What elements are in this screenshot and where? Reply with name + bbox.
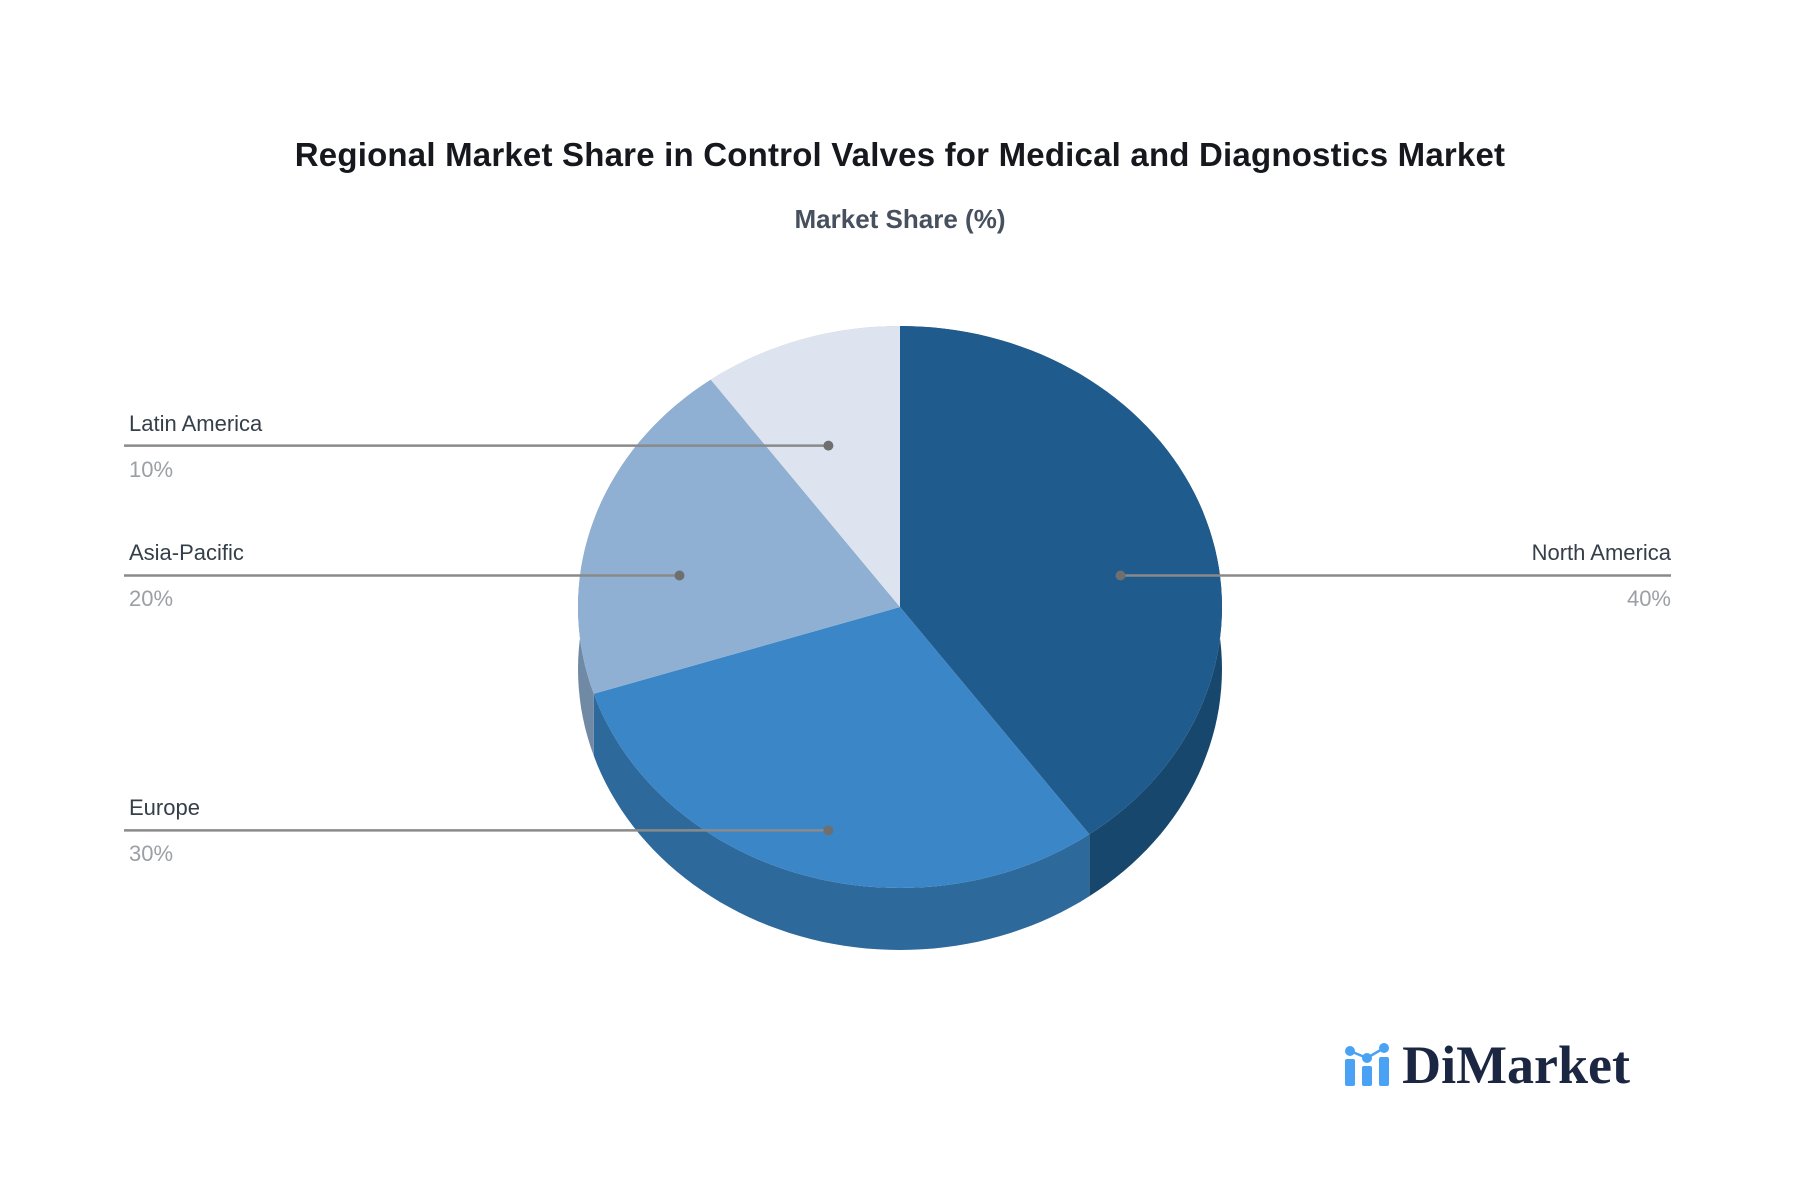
brand-logo: DiMarket — [1345, 1038, 1630, 1092]
leader-dot-europe — [823, 825, 834, 836]
pie-slice-latin-america[interactable] — [710, 326, 900, 607]
slice-name: Latin America — [129, 411, 263, 436]
chart-subtitle: Market Share (%) — [794, 204, 1006, 234]
slice-percent: 20% — [129, 586, 174, 611]
leader-dot-north-america — [1115, 570, 1126, 581]
bar-line-chart-icon — [1345, 1043, 1390, 1086]
chart-title: Regional Market Share in Control Valves … — [294, 136, 1506, 173]
pie-slice-north-america[interactable] — [900, 326, 1222, 835]
brand-name: DiMarket — [1402, 1035, 1630, 1095]
pie-slice-europe[interactable] — [593, 607, 1090, 888]
pie-slice-side-europe — [593, 693, 1090, 950]
leader-dot-asia-pacific — [674, 570, 685, 581]
slice-percent: 30% — [129, 841, 174, 866]
slice-name: Europe — [129, 795, 200, 820]
slice-name: Asia-Pacific — [129, 540, 244, 565]
slice-name: North America — [1531, 540, 1671, 565]
slice-percent: 40% — [1626, 586, 1671, 611]
slice-percent: 10% — [129, 457, 174, 482]
pie-slice-asia-pacific[interactable] — [578, 379, 900, 694]
leader-dot-latin-america — [823, 440, 834, 451]
